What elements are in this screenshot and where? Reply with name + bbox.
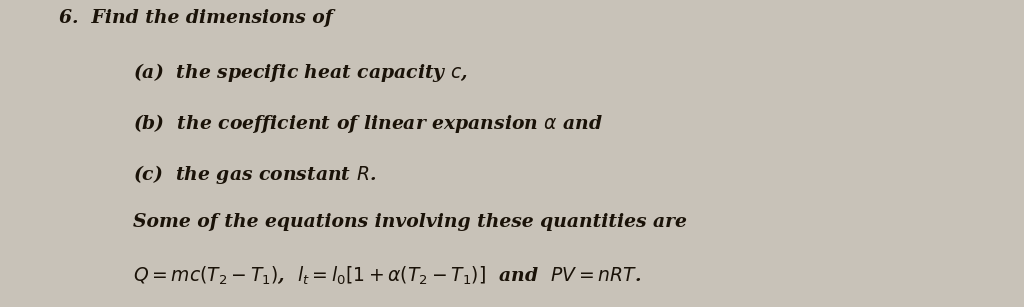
Text: (a)  the specific heat capacity $c$,: (a) the specific heat capacity $c$,	[133, 61, 468, 84]
Text: $Q = mc(T_2 - T_1)$,  $l_t = l_0[1 + \alpha(T_2 - T_1)]$  and  $PV = nRT$.: $Q = mc(T_2 - T_1)$, $l_t = l_0[1 + \alp…	[133, 264, 641, 286]
Text: (c)  the gas constant $R$.: (c) the gas constant $R$.	[133, 163, 377, 186]
Text: (b)  the coefficient of linear expansion $\alpha$ and: (b) the coefficient of linear expansion …	[133, 112, 603, 135]
Text: Some of the equations involving these quantities are: Some of the equations involving these qu…	[133, 213, 687, 231]
Text: 6.  Find the dimensions of: 6. Find the dimensions of	[59, 9, 333, 27]
